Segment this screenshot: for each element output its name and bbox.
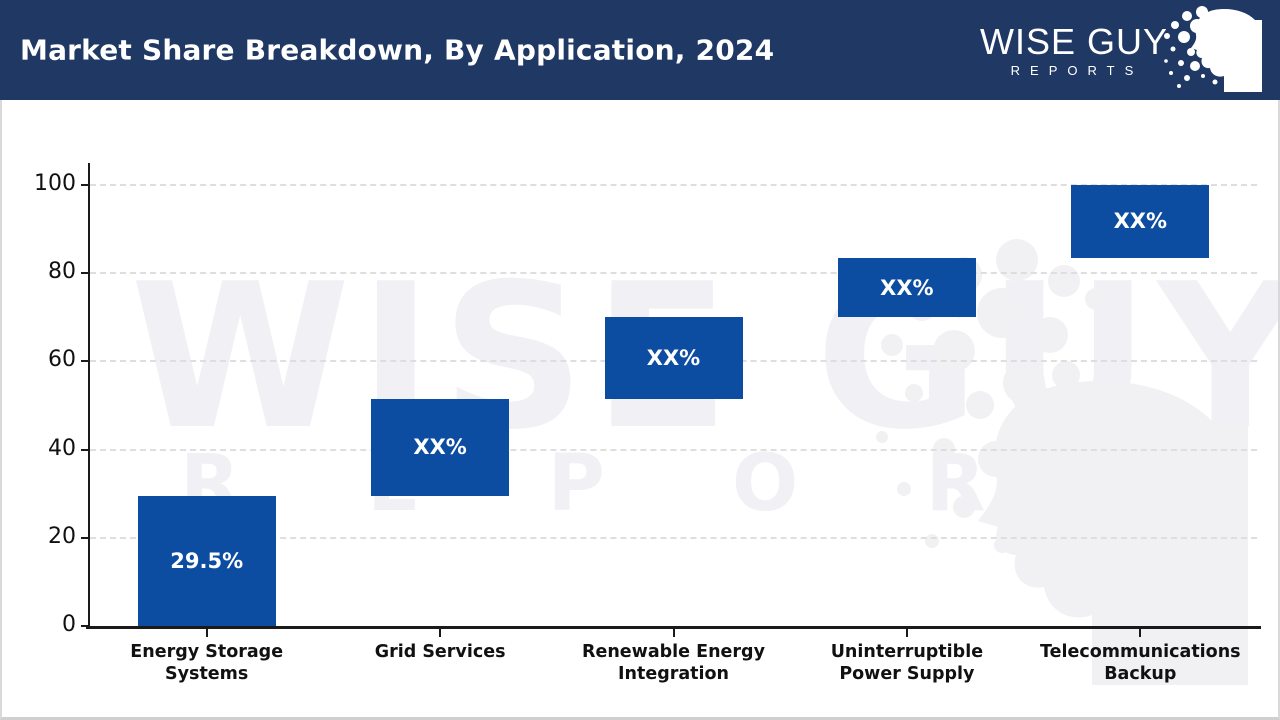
x-tick-mark (1139, 628, 1142, 637)
y-tick-label: 40 (48, 435, 76, 461)
y-tick-label: 100 (34, 171, 76, 197)
wiseguy-logo: WISE GUY REPORTS (980, 6, 1268, 94)
y-tick-mark (81, 625, 90, 627)
y-axis-spine (88, 163, 90, 628)
bar-value-label: 29.5% (170, 548, 244, 573)
x-tick-mark (439, 628, 442, 637)
x-category-label: Renewable Energy Integration (582, 642, 765, 684)
bar-value-label: XX% (1113, 209, 1168, 234)
bar: XX% (837, 257, 976, 318)
chart-canvas: WISE GUY R E P O R T S 0 20 40 60 80 100 29.5%… (0, 100, 1280, 720)
bar-value-label: XX% (413, 435, 467, 460)
x-category-label: Uninterruptible Power Supply (830, 642, 984, 684)
logo-head-icon (1164, 6, 1262, 92)
bar: XX% (371, 398, 510, 496)
y-tick-label: 60 (48, 347, 76, 373)
x-tick-mark (672, 628, 675, 637)
y-tick-label: 0 (62, 612, 76, 637)
x-category-label: Grid Services (374, 642, 506, 662)
logo-text: WISE GUY REPORTS (979, 20, 1168, 78)
logo-wordmark: WISE GUY (979, 20, 1168, 62)
x-tick-mark (205, 628, 208, 637)
y-tick-mark (81, 448, 90, 451)
bar: 29.5% (137, 495, 276, 626)
y-tick-mark (81, 360, 90, 363)
header: Market Share Breakdown, By Application, … (0, 0, 1280, 100)
logo-subtitle: REPORTS (1010, 62, 1144, 78)
gridline (90, 184, 1257, 187)
bar: XX% (1071, 185, 1210, 258)
y-tick-mark (81, 184, 90, 187)
watermark-subtitle: R E P O R T S (180, 439, 1280, 529)
x-category-label: Telecommunications Backup (1040, 642, 1241, 684)
x-tick-mark (905, 628, 908, 637)
gridline (90, 536, 1257, 539)
y-tick-label: 80 (48, 259, 76, 285)
bar-value-label: XX% (880, 275, 934, 300)
y-tick-label: 20 (48, 523, 76, 549)
gridline (90, 448, 1257, 451)
bar: XX% (604, 317, 743, 399)
page-title: Market Share Breakdown, By Application, … (20, 33, 775, 67)
y-tick-mark (81, 536, 90, 539)
y-tick-mark (81, 272, 90, 275)
gridline (90, 272, 1257, 275)
x-axis-spine (86, 626, 1261, 629)
x-category-label: Energy Storage Systems (130, 642, 284, 684)
bar-value-label: XX% (646, 346, 701, 371)
